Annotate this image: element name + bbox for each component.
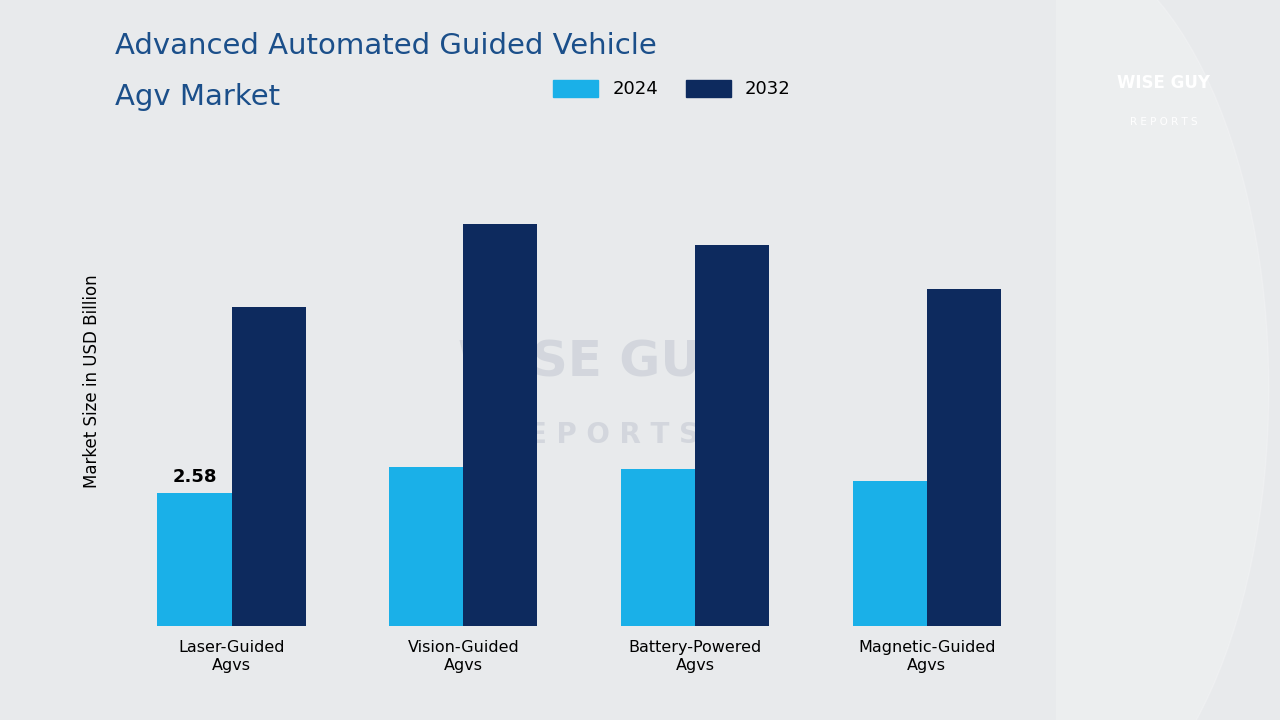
Bar bbox=[927, 289, 1001, 626]
Text: Advanced Automated Guided Vehicle: Advanced Automated Guided Vehicle bbox=[115, 32, 657, 60]
Bar bbox=[389, 467, 463, 626]
Bar bbox=[621, 469, 695, 626]
Ellipse shape bbox=[820, 0, 1268, 720]
Legend: 2024, 2032: 2024, 2032 bbox=[545, 73, 799, 106]
Y-axis label: Market Size in USD Billion: Market Size in USD Billion bbox=[83, 275, 101, 488]
Bar bbox=[463, 225, 538, 626]
Bar bbox=[695, 245, 769, 626]
Bar bbox=[157, 493, 232, 626]
Text: 2.58: 2.58 bbox=[173, 468, 216, 486]
Text: R E P O R T S: R E P O R T S bbox=[497, 421, 699, 449]
Bar bbox=[852, 481, 927, 626]
Bar bbox=[232, 307, 306, 626]
Text: R E P O R T S: R E P O R T S bbox=[1130, 117, 1197, 127]
Text: WISE GUY: WISE GUY bbox=[458, 338, 737, 386]
Text: Agv Market: Agv Market bbox=[115, 83, 280, 111]
Text: WISE GUY: WISE GUY bbox=[1117, 73, 1210, 91]
